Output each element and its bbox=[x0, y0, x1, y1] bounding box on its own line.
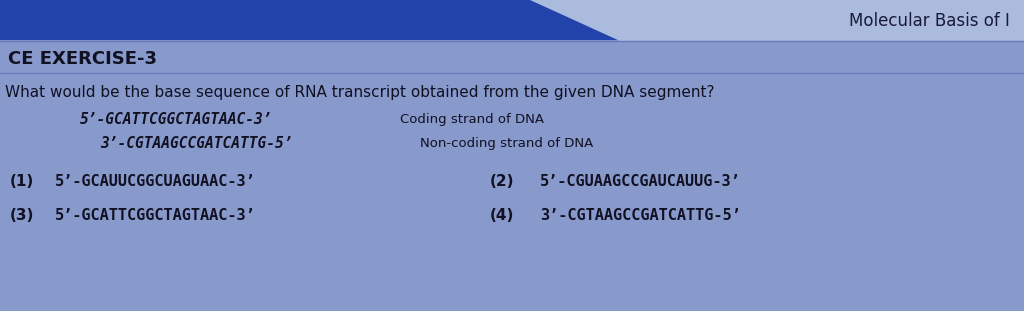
Text: 5’-GCAUUCGGCUAGUAAC-3’: 5’-GCAUUCGGCUAGUAAC-3’ bbox=[55, 174, 256, 188]
Text: CE EXERCISE-3: CE EXERCISE-3 bbox=[8, 50, 157, 68]
Text: (4): (4) bbox=[490, 207, 514, 222]
Text: 5’-GCATTCGGCTAGTAAC-3’: 5’-GCATTCGGCTAGTAAC-3’ bbox=[80, 112, 272, 127]
Text: Molecular Basis of I: Molecular Basis of I bbox=[849, 12, 1010, 30]
Text: 3’-CGTAAGCCGATCATTG-5’: 3’-CGTAAGCCGATCATTG-5’ bbox=[540, 207, 740, 222]
Text: 3’-CGTAAGCCGATCATTG-5’: 3’-CGTAAGCCGATCATTG-5’ bbox=[100, 136, 293, 151]
Text: Coding strand of DNA: Coding strand of DNA bbox=[400, 113, 544, 126]
FancyBboxPatch shape bbox=[0, 0, 1024, 40]
Text: Non-coding strand of DNA: Non-coding strand of DNA bbox=[420, 137, 593, 150]
Text: (1): (1) bbox=[10, 174, 34, 188]
Text: (3): (3) bbox=[10, 207, 35, 222]
Text: 5’-CGUAAGCCGAUCAUUG-3’: 5’-CGUAAGCCGAUCAUUG-3’ bbox=[540, 174, 740, 188]
Text: What would be the base sequence of RNA transcript obtained from the given DNA se: What would be the base sequence of RNA t… bbox=[5, 86, 715, 100]
Polygon shape bbox=[530, 0, 1024, 41]
Text: (2): (2) bbox=[490, 174, 514, 188]
Text: 5’-GCATTCGGCTAGTAAC-3’: 5’-GCATTCGGCTAGTAAC-3’ bbox=[55, 207, 256, 222]
